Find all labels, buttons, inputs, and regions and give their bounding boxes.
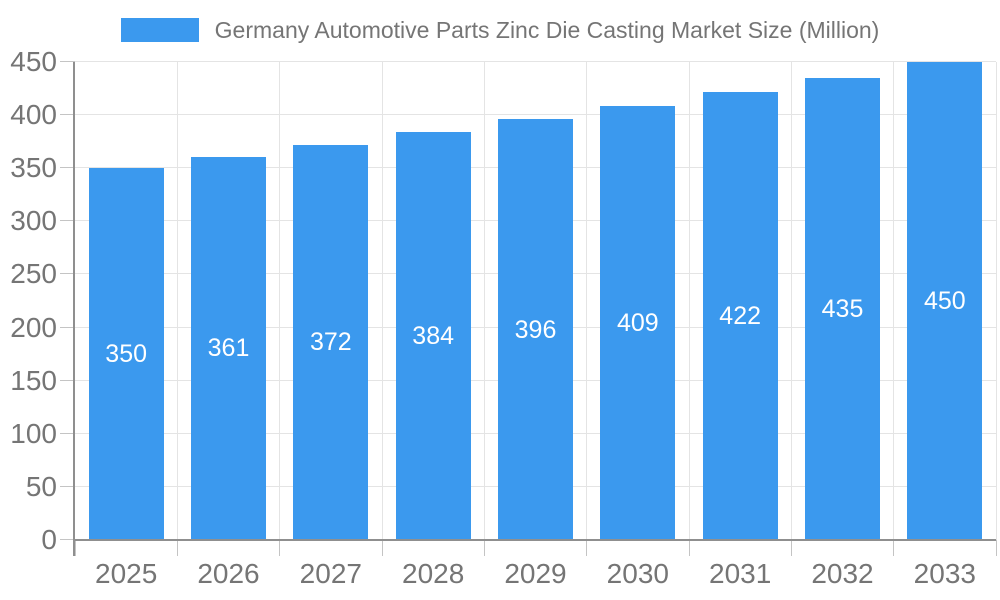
bar-2032[interactable] [805,77,880,540]
x-axis-label: 2028 [402,558,465,589]
x-axis-label: 2027 [299,558,362,589]
gridline-x [790,62,792,540]
x-tick-mark [790,540,792,556]
y-tick-mark [60,167,75,169]
x-axis-line [73,539,996,541]
y-tick-mark [60,114,75,116]
y-tick-mark [60,61,75,62]
bar-value-label: 361 [207,334,250,363]
bar-2028[interactable] [395,132,471,540]
x-axis-label: 2033 [913,558,976,589]
gridline-y [75,114,996,116]
y-tick-mark [60,539,75,540]
legend-swatch [120,18,199,42]
x-tick-mark [381,540,383,556]
y-axis-label: 150 [10,364,57,396]
y-tick-mark [60,432,75,434]
x-tick-mark [279,540,281,556]
bar-value-label: 422 [719,301,762,330]
bar-2030[interactable] [600,105,676,540]
gridline-x [688,62,690,540]
x-tick-mark [893,540,895,556]
y-axis-label: 0 [41,524,57,555]
gridline-x [483,62,485,540]
bar-value-label: 350 [105,340,148,369]
bar-2027[interactable] [293,144,369,540]
bar-2033[interactable] [907,62,983,540]
bar-2031[interactable] [702,91,778,540]
bar-value-label: 409 [616,308,659,337]
legend[interactable]: Germany Automotive Parts Zinc Die Castin… [0,16,1000,44]
gridline-x [586,62,588,540]
x-tick-mark [995,540,997,556]
gridline-x [176,62,178,540]
bar-value-label: 450 [923,287,966,315]
y-axis-label: 450 [10,46,57,77]
y-axis-label: 400 [10,99,57,131]
y-tick-mark [60,326,75,328]
y-axis-line [73,62,75,556]
bar-2026[interactable] [191,156,266,540]
y-axis-label: 50 [25,470,57,502]
bar-value-label: 384 [412,322,455,351]
bar-value-label: 435 [821,294,864,323]
y-tick-mark [60,485,75,487]
x-tick-mark [176,540,178,556]
x-tick-mark [74,540,76,556]
x-tick-mark [688,540,690,556]
x-axis-label: 2031 [709,558,772,589]
gridline-x [893,62,895,540]
bar-value-label: 396 [514,315,557,344]
x-axis-label: 2025 [95,558,158,589]
x-tick-mark [483,540,485,556]
x-axis-label: 2029 [504,558,567,589]
y-axis-label: 250 [10,258,57,290]
x-tick-mark [586,540,588,556]
y-tick-mark [60,220,75,222]
legend-label: Germany Automotive Parts Zinc Die Castin… [214,17,880,43]
y-tick-mark [60,379,75,381]
bar-value-label: 372 [309,328,352,357]
y-axis-label: 300 [10,205,57,237]
gridline-x [995,62,997,540]
gridline-y [75,61,996,62]
x-axis-label: 2026 [197,558,260,589]
x-axis-label: 2032 [811,558,874,589]
y-tick-mark [60,273,75,275]
y-axis-label: 200 [10,311,57,343]
bar-2029[interactable] [498,119,573,540]
x-axis-label: 2030 [606,558,669,589]
y-axis-label: 350 [10,152,57,184]
gridline-x [381,62,383,540]
bar-2025[interactable] [88,168,164,540]
y-axis-label: 100 [10,417,57,449]
gridline-x [279,62,281,540]
